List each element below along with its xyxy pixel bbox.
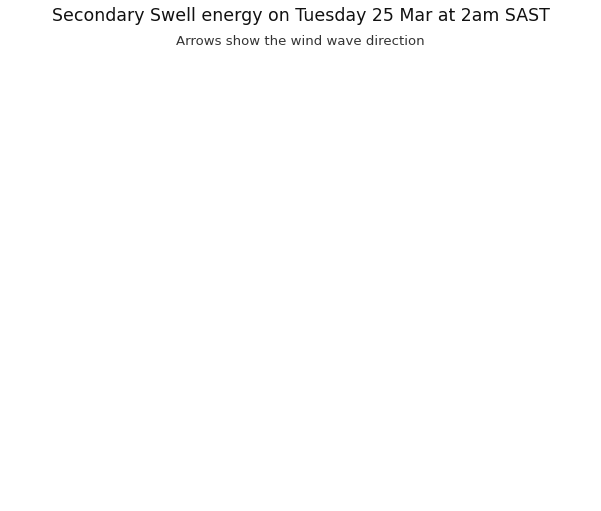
- Text: Arrows show the wind wave direction: Arrows show the wind wave direction: [176, 35, 425, 49]
- Text: Cartopy required: Cartopy required: [242, 275, 359, 289]
- Text: Secondary Swell energy on Tuesday 25 Mar at 2am SAST: Secondary Swell energy on Tuesday 25 Mar…: [52, 7, 549, 25]
